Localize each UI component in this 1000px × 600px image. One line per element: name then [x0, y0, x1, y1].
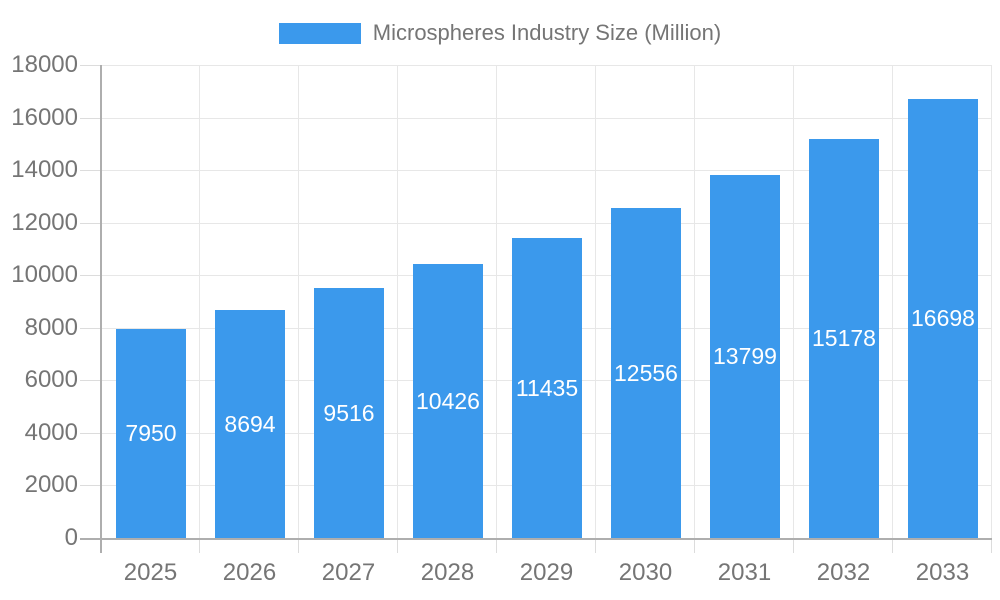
x-axis-label: 2029 — [519, 559, 574, 586]
y-axis-label: 2000 — [24, 471, 78, 498]
y-tick — [80, 118, 101, 119]
y-tick — [80, 380, 101, 381]
bar-value-label: 9516 — [323, 399, 375, 426]
chart-legend[interactable]: Microspheres Industry Size (Million) — [0, 16, 1000, 50]
y-tick — [80, 275, 101, 276]
x-tick — [991, 540, 992, 553]
x-axis-label: 2031 — [717, 559, 772, 586]
x-tick — [793, 540, 794, 553]
x-axis-label: 2025 — [123, 559, 178, 586]
bar-2029[interactable]: 11435 — [512, 238, 582, 538]
bar-value-label: 15178 — [812, 325, 876, 351]
y-axis-label: 6000 — [24, 366, 78, 393]
x-axis-label: 2030 — [618, 559, 673, 586]
y-axis-label: 10000 — [11, 261, 78, 288]
bar-value-label: 11435 — [515, 374, 579, 401]
y-axis-label: 12000 — [11, 209, 78, 236]
y-tick — [80, 223, 101, 224]
x-tick — [298, 540, 299, 553]
bar-2025[interactable]: 7950 — [116, 329, 186, 538]
y-gridline — [101, 223, 992, 224]
bar-2032[interactable]: 15178 — [809, 139, 879, 538]
x-gridline — [496, 65, 497, 538]
x-tick — [397, 540, 398, 553]
x-axis-label: 2026 — [222, 559, 277, 586]
x-axis-label: 2027 — [321, 559, 376, 586]
bar-value-label: 12556 — [614, 359, 678, 386]
y-tick — [80, 65, 101, 66]
x-gridline — [793, 65, 794, 538]
bar-value-label: 7950 — [125, 420, 177, 446]
x-axis-label: 2028 — [420, 559, 475, 586]
bar-value-label: 10426 — [416, 387, 480, 414]
x-gridline — [991, 65, 992, 538]
y-tick — [80, 433, 101, 434]
x-gridline — [397, 65, 398, 538]
x-tick — [694, 540, 695, 553]
x-axis-line — [80, 538, 992, 540]
x-tick — [892, 540, 893, 553]
x-gridline — [892, 65, 893, 538]
bar-2026[interactable]: 8694 — [215, 310, 285, 538]
x-tick — [595, 540, 596, 553]
bar-value-label: 8694 — [224, 410, 276, 437]
y-tick — [80, 328, 101, 329]
x-axis-label: 2033 — [915, 559, 970, 586]
x-gridline — [298, 65, 299, 538]
legend-swatch — [278, 22, 361, 44]
bar-2030[interactable]: 12556 — [611, 208, 681, 538]
y-axis-label: 16000 — [11, 104, 78, 131]
y-gridline — [101, 170, 992, 171]
bar-2028[interactable]: 10426 — [413, 264, 483, 538]
y-axis-label: 0 — [64, 524, 78, 551]
x-axis-label: 2032 — [816, 559, 871, 586]
x-tick — [496, 540, 497, 553]
bar-2033[interactable]: 16698 — [908, 99, 978, 538]
y-axis-line — [100, 65, 102, 553]
y-gridline — [101, 65, 992, 66]
y-axis-label: 18000 — [11, 51, 78, 78]
y-axis-label: 4000 — [24, 419, 78, 446]
legend-label: Microspheres Industry Size (Million) — [372, 20, 722, 45]
bar-value-label: 16698 — [911, 305, 975, 331]
y-gridline — [101, 118, 992, 119]
x-gridline — [595, 65, 596, 538]
y-axis-label: 8000 — [24, 314, 78, 341]
y-tick — [80, 170, 101, 171]
y-tick — [80, 485, 101, 486]
x-tick — [199, 540, 200, 553]
x-gridline — [199, 65, 200, 538]
bar-value-label: 13799 — [713, 343, 777, 369]
bar-2031[interactable]: 13799 — [710, 175, 780, 538]
x-gridline — [694, 65, 695, 538]
y-axis-label: 14000 — [11, 156, 78, 183]
bar-2027[interactable]: 9516 — [314, 288, 384, 538]
